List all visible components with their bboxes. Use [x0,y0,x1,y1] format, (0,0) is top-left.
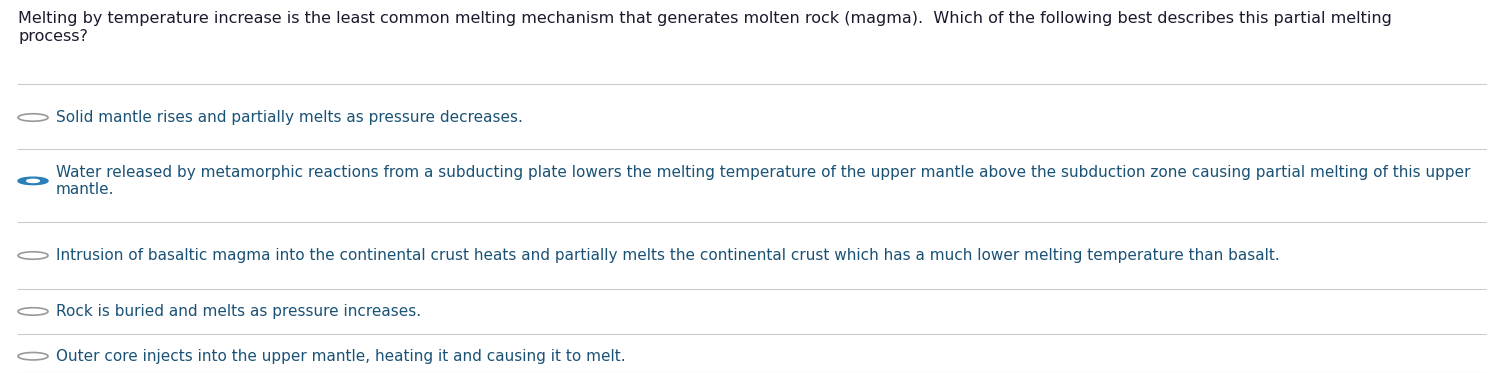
Text: Intrusion of basaltic magma into the continental crust heats and partially melts: Intrusion of basaltic magma into the con… [56,248,1279,263]
Text: Outer core injects into the upper mantle, heating it and causing it to melt.: Outer core injects into the upper mantle… [56,349,624,364]
Text: Rock is buried and melts as pressure increases.: Rock is buried and melts as pressure inc… [56,304,420,319]
Text: Melting by temperature increase is the least common melting mechanism that gener: Melting by temperature increase is the l… [18,11,1391,44]
Text: Water released by metamorphic reactions from a subducting plate lowers the melti: Water released by metamorphic reactions … [56,165,1469,197]
Circle shape [18,177,48,185]
Circle shape [27,179,39,182]
Text: Solid mantle rises and partially melts as pressure decreases.: Solid mantle rises and partially melts a… [56,110,522,125]
